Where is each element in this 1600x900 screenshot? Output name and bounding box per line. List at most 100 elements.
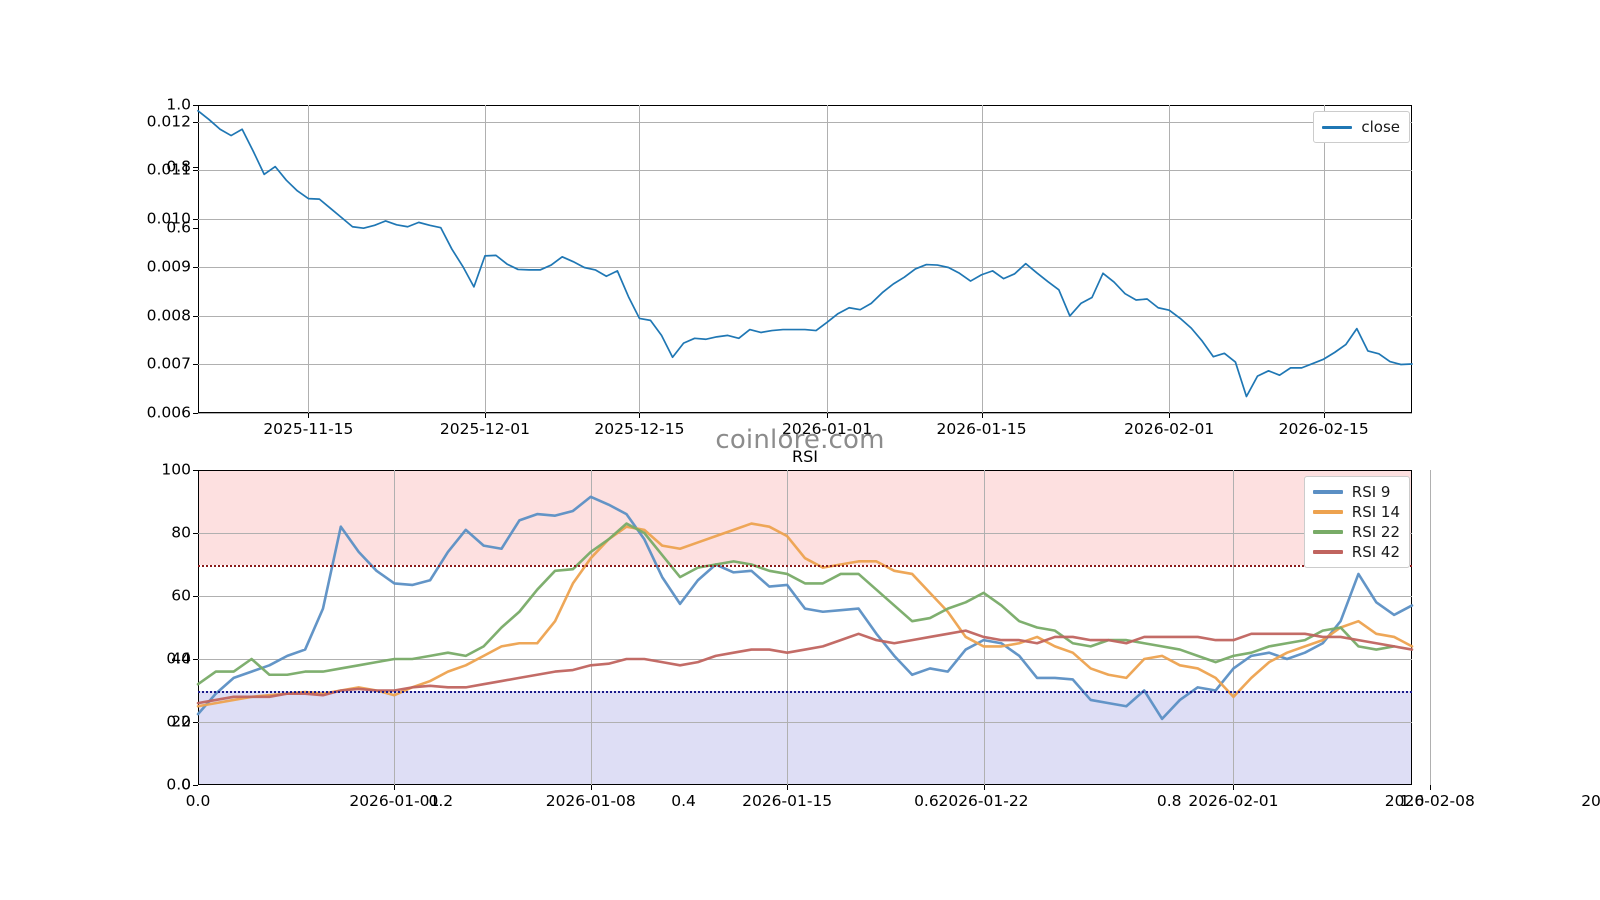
rsi-x-tick-label-overlay: 0.6 [914,792,939,810]
x-tick-mark [394,785,396,790]
y-tick-mark [193,364,198,366]
y-tick-mark [193,170,198,172]
rsi-y-tick-label: 100 [161,460,191,479]
x-tick-mark [1323,413,1325,418]
rsi-line-series [196,495,1414,721]
gridline [590,470,592,785]
y-tick-mark [193,596,198,597]
rsi-line-rsi-22 [196,522,1396,686]
legend-item[interactable]: RSI 9 [1312,482,1400,502]
rsi-y-tick-label: 20 [171,712,191,731]
legend-swatch [1312,530,1343,534]
y-tick-mark [193,166,198,168]
price-x-tick-label: 2025-12-15 [594,420,685,438]
gridline [639,105,641,413]
rsi-y-tick-label: 40 [171,649,191,668]
price-x-tick-label: 2026-01-01 [782,420,873,438]
price-plot-frame [198,105,1412,413]
y-tick-mark [193,533,198,534]
y-tick-mark [193,218,198,220]
rsi-y-tick-label-overlay: 0.4 [166,649,191,668]
legend-swatch [1322,125,1353,129]
rsi-chart-panel: 0 20 40 60 80 100 0.0 0.2 0.4 2026-01-01 2026-01-… [161,462,1600,809]
gridline [198,413,1412,414]
gridline [1233,470,1235,785]
rsi-y-tick-label: 60 [171,586,191,605]
gridline [981,105,983,413]
price-x-tick-label: 2025-11-15 [263,420,354,438]
price-x-tick-label: 2026-01-15 [936,420,1027,438]
rsi-x-tick-label: 2026-01-08 [545,792,636,810]
price-x-tick-label: 2026-02-01 [1124,420,1215,438]
legend-item[interactable]: close [1322,117,1400,137]
price-y-tick-label: 0.010 [146,209,191,228]
price-y-tick-label: 0.007 [146,354,191,373]
y-tick-mark [193,121,198,123]
price-x-tick-label: 2025-12-01 [439,420,530,438]
gridline [484,105,486,413]
legend-label: RSI 9 [1351,482,1391,501]
rsi-legend[interactable]: RSI 9 RSI 14 RSI 22 RSI 42 [1303,476,1410,568]
gridline [198,533,1412,534]
x-tick-mark [590,785,592,790]
rsi-line-rsi-14 [196,522,1414,708]
y-tick-mark [193,315,198,317]
rsi-y-tick-label: 80 [171,523,191,542]
y-tick-mark [193,267,198,269]
rsi-x-tick-label-overlay: 0.0 [185,792,211,810]
rsi-line-rsi-42 [196,629,1414,705]
x-tick-mark [1429,785,1431,790]
oversold-band [198,690,1412,785]
x-tick-mark [639,413,641,418]
gridline [827,105,829,413]
legend-swatch [1312,490,1343,494]
x-tick-mark [308,413,310,418]
gridline [394,470,396,785]
watermark: coinlore.com [715,425,885,455]
rsi-y-tick-label: 0 [181,775,191,794]
legend-label: RSI 42 [1351,542,1400,561]
price-y-tick-label: 0.006 [146,403,191,422]
y-tick-mark [193,413,198,414]
price-y-tick-label-overlay: 1.0 [166,95,191,114]
gridline [198,315,1412,317]
legend-item[interactable]: RSI 42 [1312,542,1400,562]
gridline [198,364,1412,366]
x-tick-mark [981,413,983,418]
legend-swatch [1312,510,1343,514]
rsi-x-tick-label-overlay: 0.2 [428,792,454,810]
gridline [198,170,1412,172]
gridline [198,722,1412,723]
gridline [983,470,985,785]
legend-label: RSI 14 [1351,502,1400,521]
legend-swatch [1312,550,1343,554]
overbought-threshold-line [198,564,1412,567]
legend-item[interactable]: RSI 14 [1312,502,1400,522]
gridline [198,267,1412,269]
x-tick-mark [484,413,486,418]
rsi-line-rsi-9 [196,495,1414,721]
gridline [198,596,1412,597]
price-y-tick-label-overlay: 0.6 [166,218,191,237]
rsi-x-tick-label: 2026-02-15 [1581,792,1600,810]
x-tick-mark [787,785,789,790]
y-tick-mark [193,105,198,106]
price-line-series [197,109,1413,398]
rsi-x-tick-label: 2026-02-01 [1188,792,1279,810]
price-close-line [197,109,1413,398]
rsi-x-tick-label: 2026-01-15 [742,792,833,810]
rsi-x-tick-label: 2026-01-01 [349,792,440,810]
rsi-x-tick-label-overlay: 1.0 [1399,792,1425,810]
price-legend[interactable]: close [1313,111,1410,143]
price-y-tick-label: 0.011 [146,160,191,179]
legend-item[interactable]: RSI 22 [1312,522,1400,542]
y-tick-mark [193,659,198,660]
rsi-x-tick-label-overlay: 0.8 [1156,792,1182,810]
rsi-x-tick-label-overlay: 0.4 [671,792,696,810]
gridline [1429,470,1431,785]
rsi-plot-frame [198,470,1412,785]
x-tick-mark [827,413,829,418]
gridline [308,105,310,413]
legend-label: RSI 22 [1351,522,1400,541]
gridline [198,659,1412,660]
